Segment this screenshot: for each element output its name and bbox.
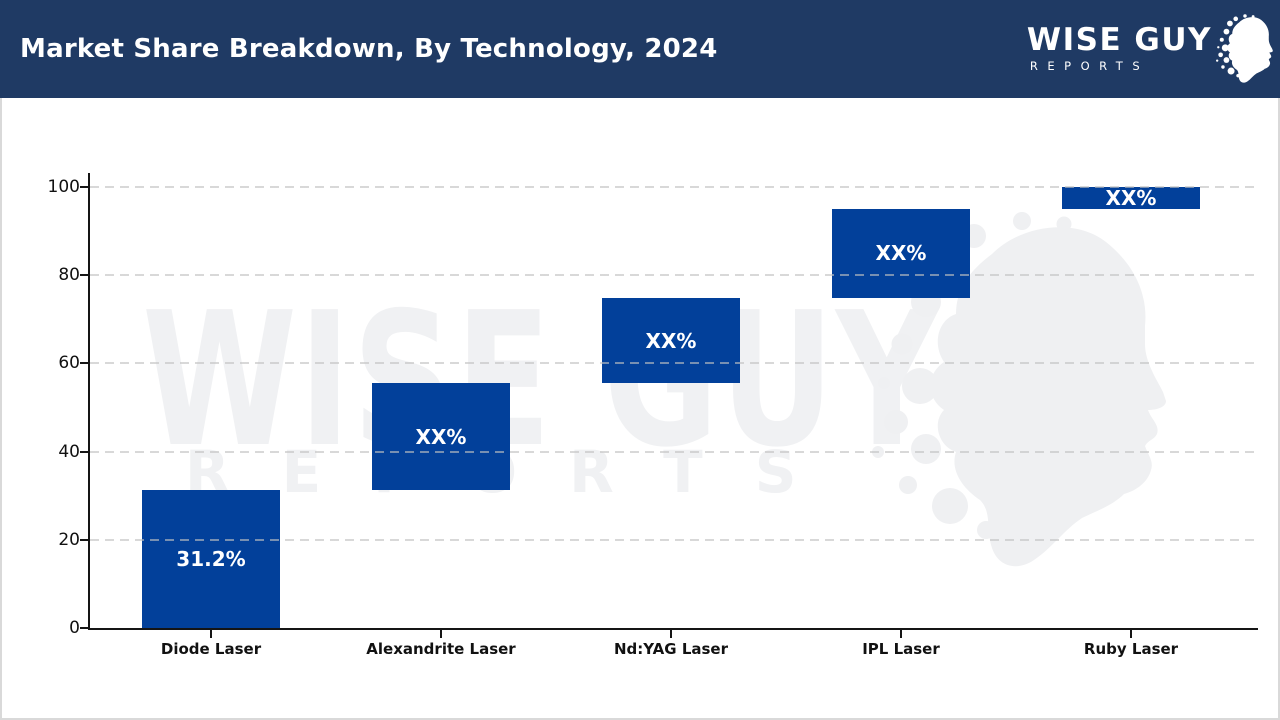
canvas-border-left: [0, 98, 2, 720]
x-axis-tick: [900, 630, 902, 638]
wiseguy-face-icon: [1216, 14, 1274, 84]
wiseguy-logo: WISE GUY REPORTS: [1027, 14, 1274, 84]
report-header: Market Share Breakdown, By Technology, 2…: [0, 0, 1280, 98]
logo-wordmark: WISE GUY: [1026, 22, 1212, 58]
x-axis-category-label: Ruby Laser: [1083, 640, 1179, 658]
x-axis-category-label: IPL Laser: [862, 640, 940, 658]
bar-diode-laser: 31.2%: [142, 490, 280, 628]
x-axis-tick: [1130, 630, 1132, 638]
watermark-subtitle: REPORTS: [185, 438, 849, 506]
y-axis-tick: [80, 186, 90, 188]
wiseguy-logo-text: WISE GUY REPORTS: [1026, 22, 1212, 74]
chart-title: Market Share Breakdown, By Technology, 2…: [20, 34, 718, 64]
bar-value-label: XX%: [415, 424, 467, 449]
bar-alexandrite-laser: XX%: [372, 383, 510, 491]
logo-subtitle: REPORTS: [1029, 59, 1150, 73]
canvas-border-right: [1278, 98, 1280, 720]
y-axis-tick-label: 40: [58, 441, 80, 462]
y-axis-tick-label: 20: [58, 529, 80, 550]
bar-nd-yag-laser: XX%: [602, 298, 740, 384]
x-axis-category-label: Alexandrite Laser: [366, 640, 516, 658]
y-axis-tick: [80, 362, 90, 365]
y-axis-tick-label: 100: [47, 177, 80, 197]
gridline-20: [90, 538, 1258, 541]
y-axis-tick: [80, 538, 90, 541]
y-axis-tick-label: 80: [58, 265, 80, 286]
bar-ipl-laser: XX%: [832, 208, 970, 299]
y-axis-tick-label: 0: [69, 618, 80, 638]
x-axis-tick: [670, 630, 672, 638]
x-axis-line: [88, 628, 1258, 630]
gridline-80: [90, 274, 1258, 277]
y-axis-tick: [80, 627, 90, 629]
bar-value-label: XX%: [1105, 185, 1157, 210]
y-axis-tick: [80, 450, 90, 453]
gridline-100: [90, 186, 1258, 188]
gridline-40: [90, 450, 1258, 453]
x-axis-category-label: Nd:YAG Laser: [613, 640, 729, 658]
bar-ruby-laser: XX%: [1062, 185, 1200, 210]
y-axis-line: [88, 173, 90, 630]
x-axis-tick: [210, 630, 212, 638]
x-axis-tick: [440, 630, 442, 638]
bar-value-label: 31.2%: [176, 547, 246, 572]
bar-value-label: XX%: [875, 241, 927, 266]
y-axis-tick: [80, 274, 90, 277]
y-axis-tick-label: 60: [58, 353, 80, 374]
x-axis-category-label: Diode Laser: [160, 640, 262, 658]
gridline-60: [90, 362, 1258, 365]
bar-value-label: XX%: [645, 328, 697, 353]
canvas-border-bottom: [0, 718, 1280, 720]
